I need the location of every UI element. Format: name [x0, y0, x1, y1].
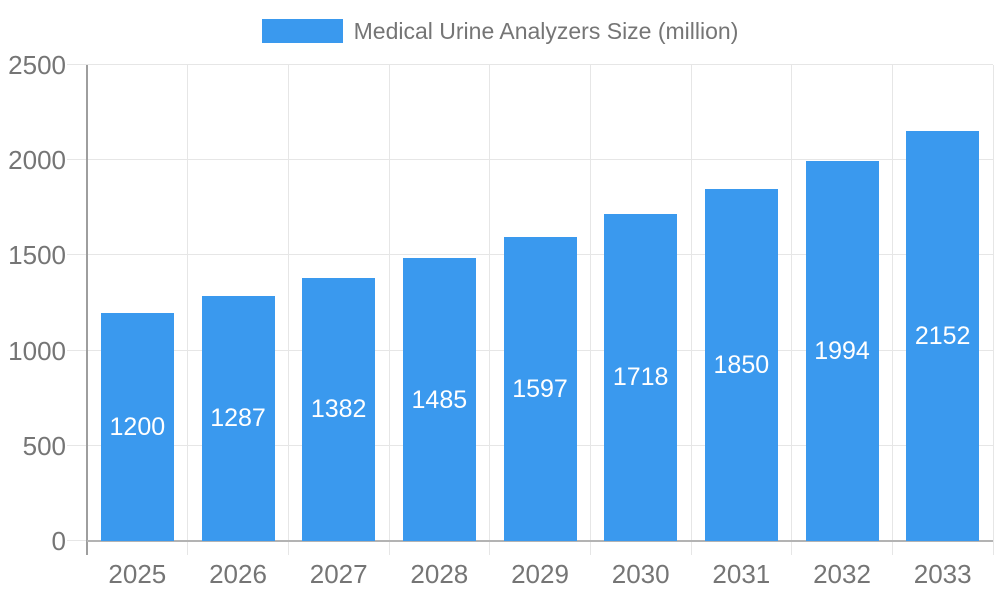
x-axis-label-2026: 2026 — [209, 559, 267, 589]
x-axis-label-2031: 2031 — [712, 559, 771, 589]
bar-2029[interactable]: 1597 — [503, 236, 577, 541]
bar-value-label: 1718 — [612, 363, 669, 392]
legend-label: Medical Urine Analyzers Size (million) — [353, 18, 739, 44]
x-axis-label-2029: 2029 — [511, 559, 569, 589]
gridline-x — [187, 65, 189, 555]
y-axis-label: 1000 — [8, 335, 66, 366]
gridline-x — [992, 65, 994, 555]
legend-swatch-icon — [261, 19, 343, 43]
bar-value-label: 1994 — [814, 337, 870, 366]
legend[interactable]: Medical Urine Analyzers Size (million) — [0, 17, 1000, 45]
gridline-x — [388, 65, 390, 555]
gridline-x — [589, 65, 591, 555]
bar-2031[interactable]: 1850 — [704, 188, 778, 541]
x-axis-label-2028: 2028 — [410, 559, 469, 589]
x-axis-line — [87, 540, 993, 542]
gridline-y-2000 — [67, 159, 993, 161]
bar-value-label: 1287 — [210, 404, 266, 433]
bar-2027[interactable]: 1382 — [302, 277, 376, 541]
y-axis-label: 2500 — [8, 50, 66, 80]
bar-2033[interactable]: 2152 — [906, 131, 980, 541]
bar-value-label: 1200 — [109, 412, 166, 441]
x-axis-label-2025: 2025 — [108, 559, 167, 589]
y-axis-label: 0 — [51, 526, 66, 556]
x-axis-label-2032: 2032 — [813, 559, 871, 589]
gridline-x — [690, 65, 692, 555]
bar-2026[interactable]: 1287 — [201, 295, 275, 541]
bar-2032[interactable]: 1994 — [805, 161, 879, 541]
y-axis-line — [86, 65, 88, 555]
bar-value-label: 1850 — [713, 350, 770, 379]
bar-value-label: 1597 — [512, 374, 568, 403]
bar-2028[interactable]: 1485 — [402, 258, 476, 541]
bar-2030[interactable]: 1718 — [604, 213, 678, 541]
bar-value-label: 2152 — [914, 322, 971, 351]
bar-2025[interactable]: 1200 — [100, 312, 174, 541]
y-axis-label: 1500 — [8, 240, 66, 271]
y-axis-label: 2000 — [8, 145, 66, 176]
gridline-x — [891, 65, 893, 555]
y-axis-label: 500 — [22, 430, 66, 461]
x-axis-label-2027: 2027 — [309, 559, 368, 589]
bar-value-label: 1382 — [310, 395, 367, 424]
gridline-y-2500 — [67, 64, 993, 65]
x-axis-label-2033: 2033 — [913, 559, 972, 589]
gridline-x — [287, 65, 289, 555]
gridline-x — [489, 65, 491, 555]
bar-value-label: 1485 — [411, 385, 468, 414]
gridline-x — [791, 65, 793, 555]
x-axis-label-2030: 2030 — [611, 559, 670, 589]
